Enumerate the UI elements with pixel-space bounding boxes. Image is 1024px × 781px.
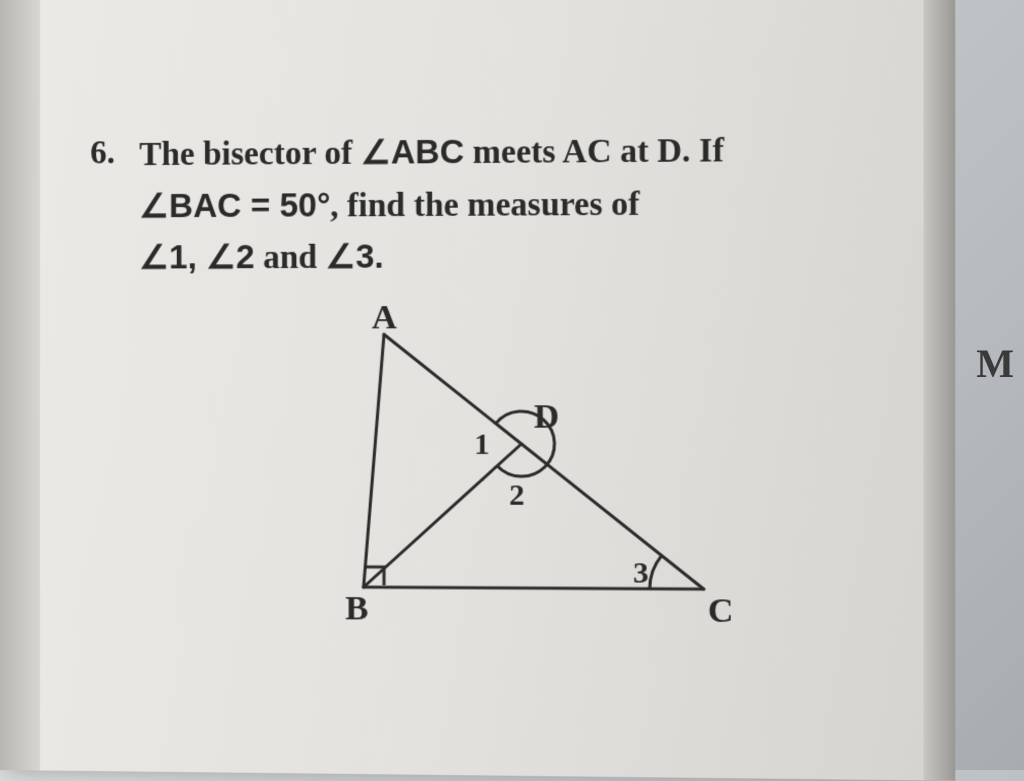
- q-line1-b: meets AC at D. If: [464, 133, 724, 171]
- svg-text:B: B: [345, 590, 368, 628]
- svg-text:2: 2: [509, 478, 524, 512]
- question-number: 6.: [90, 129, 115, 284]
- triangle-labels: A B C D 12 3: [345, 303, 733, 630]
- svg-text:1: 1: [474, 428, 489, 461]
- svg-text:A: A: [372, 303, 398, 336]
- question-text: 6. The bisector of ∠ABC meets AC at D. I…: [90, 124, 871, 285]
- triangle-lines: [364, 334, 704, 589]
- q-line3-b: and: [255, 240, 326, 277]
- triangle-figure: A B C D 12 3: [292, 303, 766, 651]
- question-block: 6. The bisector of ∠ABC meets AC at D. I…: [90, 124, 871, 285]
- q-angle-bac: ∠BAC = 50°: [139, 186, 330, 224]
- q-angles-123: ∠1, ∠2: [139, 238, 254, 276]
- page-edge-shadow: [924, 0, 956, 781]
- q-angle-3: ∠3.: [326, 237, 384, 275]
- q-line2-b: , find the measures of: [330, 186, 639, 224]
- svg-text:3: 3: [633, 556, 649, 590]
- adjacent-page-letter: M: [976, 340, 1014, 387]
- triangle-svg: A B C D 12 3: [292, 303, 766, 651]
- book-page: 6. The bisector of ∠ABC meets AC at D. I…: [0, 0, 924, 780]
- question-body: The bisector of ∠ABC meets AC at D. If ∠…: [139, 124, 871, 285]
- q-angle-abc: ∠ABC: [361, 133, 464, 171]
- book-binding: [0, 0, 40, 770]
- svg-text:D: D: [534, 398, 559, 436]
- svg-text:C: C: [708, 592, 734, 630]
- q-line1-a: The bisector of: [139, 135, 361, 173]
